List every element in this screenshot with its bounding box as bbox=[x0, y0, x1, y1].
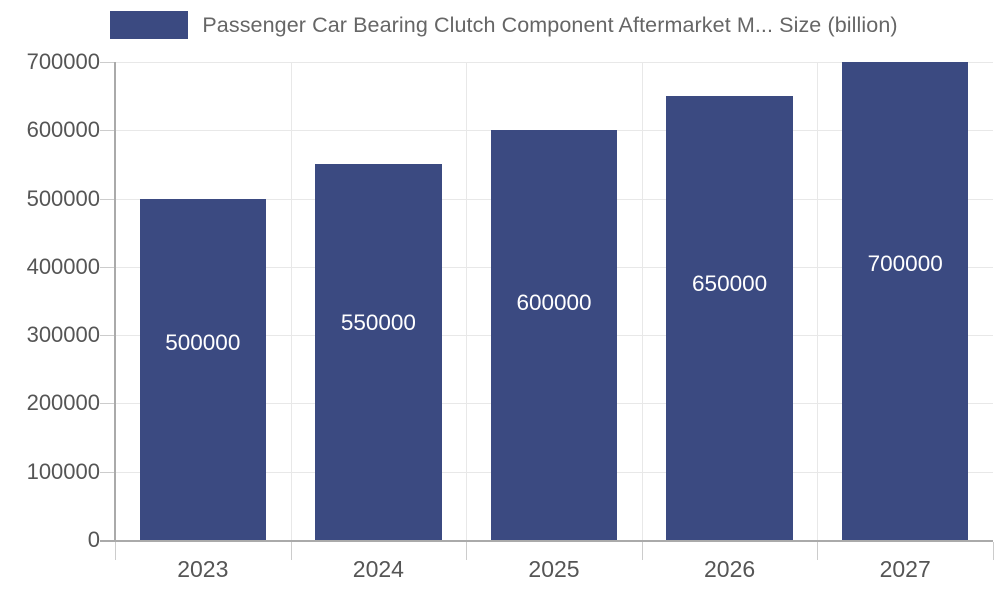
chart-legend: Passenger Car Bearing Clutch Component A… bbox=[0, 0, 1000, 50]
y-axis-tick-mark bbox=[100, 62, 115, 63]
legend-item[interactable]: Passenger Car Bearing Clutch Component A… bbox=[110, 11, 898, 39]
x-axis-tick-label: 2023 bbox=[177, 556, 229, 582]
x-axis-tick-mark bbox=[993, 542, 994, 560]
y-axis-tick-label: 400000 bbox=[26, 253, 100, 279]
bar[interactable] bbox=[666, 96, 793, 540]
gridline-vertical bbox=[817, 62, 819, 540]
bar[interactable] bbox=[841, 62, 969, 540]
y-axis-tick-label: 700000 bbox=[26, 49, 100, 74]
gridline-vertical bbox=[466, 62, 468, 540]
x-axis-tick-mark bbox=[290, 542, 292, 560]
x-axis-tick-label: 2025 bbox=[528, 556, 580, 582]
gridline-horizontal bbox=[115, 62, 993, 63]
y-axis-tick-mark bbox=[100, 335, 115, 337]
x-axis-tick-mark bbox=[641, 542, 643, 560]
bar[interactable] bbox=[315, 164, 442, 540]
x-axis-tick-mark bbox=[466, 542, 468, 560]
x-axis-line bbox=[100, 540, 993, 542]
bar[interactable] bbox=[139, 198, 266, 540]
x-axis-tick-mark bbox=[817, 542, 819, 560]
y-axis-tick-label: 0 bbox=[87, 527, 100, 552]
y-axis-tick-label: 600000 bbox=[26, 117, 100, 143]
y-axis-tick-mark bbox=[100, 266, 115, 268]
gridline-vertical bbox=[290, 62, 292, 540]
plot-area: 500000 550000 600000 650000 700000 bbox=[115, 62, 993, 541]
y-axis-tick-label: 100000 bbox=[26, 458, 100, 484]
y-axis-line bbox=[114, 62, 116, 541]
x-axis-tick-label: 2027 bbox=[879, 556, 931, 582]
x-axis-tick-label: 2024 bbox=[352, 556, 404, 582]
gridline-vertical bbox=[641, 62, 643, 540]
legend-color-swatch-icon bbox=[110, 11, 189, 39]
bar[interactable] bbox=[490, 130, 618, 540]
y-axis-tick-mark bbox=[100, 198, 115, 200]
y-axis-tick-labels: 0 100000 200000 300000 400000 500000 600000 700… bbox=[0, 0, 100, 600]
legend-label: Passenger Car Bearing Clutch Component A… bbox=[202, 12, 898, 37]
x-axis-tick-mark bbox=[115, 542, 116, 560]
y-axis-tick-mark bbox=[100, 471, 115, 473]
y-axis-tick-mark bbox=[100, 403, 115, 405]
x-axis-tick-label: 2026 bbox=[704, 556, 756, 582]
y-axis-tick-label: 500000 bbox=[26, 185, 100, 211]
y-axis-tick-mark bbox=[100, 130, 115, 132]
y-axis-tick-label: 200000 bbox=[26, 390, 100, 416]
y-axis-tick-label: 300000 bbox=[26, 322, 100, 348]
